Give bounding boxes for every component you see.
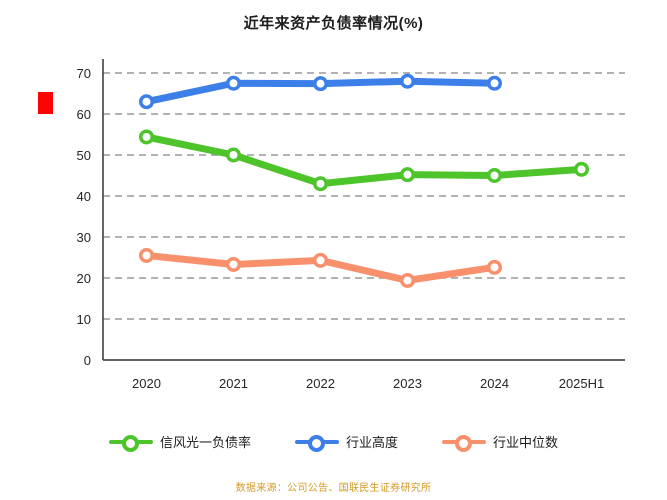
- gridlines: [103, 72, 625, 361]
- data-point-center: [229, 260, 238, 269]
- legend-dot-swatch: [121, 434, 139, 452]
- legend-marker-icon: [294, 434, 339, 452]
- x-tick-label: 2025H1: [559, 376, 605, 391]
- data-point-center: [403, 276, 412, 285]
- legend-dot-swatch: [307, 434, 325, 452]
- x-tick-label: 2023: [393, 376, 422, 391]
- y-tick-label: 0: [84, 353, 91, 368]
- y-tick-label: 40: [77, 189, 91, 204]
- chart-legend: 信风光一负债率 行业高度 行业中位数: [0, 432, 667, 452]
- data-point-center: [142, 251, 151, 260]
- legend-dot-swatch: [455, 434, 472, 452]
- legend-label: 信风光一负债率: [159, 435, 251, 450]
- y-tick-label: 70: [77, 66, 91, 81]
- data-point-center: [142, 132, 151, 141]
- data-point-center: [403, 170, 412, 179]
- series-line: [143, 133, 585, 188]
- data-point-center: [316, 256, 325, 265]
- x-tick-label: 2022: [306, 376, 335, 391]
- y-tick-label: 10: [77, 312, 91, 327]
- x-tick-label: 2024: [480, 376, 509, 391]
- legend-marker-icon: [442, 434, 486, 452]
- data-point-center: [229, 79, 238, 88]
- data-series-group: [139, 73, 589, 288]
- y-tick-label: 30: [77, 230, 91, 245]
- legend-item[interactable]: 行业中位数: [442, 432, 559, 452]
- data-point-center: [490, 263, 499, 272]
- x-tick-label: 2020: [132, 376, 161, 391]
- x-tick-label: 2021: [219, 376, 248, 391]
- data-point-center: [403, 77, 412, 86]
- data-point-center: [229, 151, 238, 159]
- x-axis-tick-labels: 2020 2021 2022 2023 2024 2025H1: [132, 376, 604, 391]
- legend-item[interactable]: 行业高度: [294, 432, 398, 452]
- y-tick-label: 20: [77, 271, 91, 286]
- data-point-center: [490, 79, 499, 88]
- y-tick-label: 60: [77, 107, 91, 122]
- data-point-center: [316, 179, 325, 188]
- chart-plot-area: 0 10 20 30 40 50 60 70 2020 2021 2022 2023 2024 2025…: [77, 59, 625, 391]
- legend-marker-icon: [108, 434, 153, 452]
- data-point-center: [490, 171, 499, 180]
- data-point-center: [142, 97, 151, 106]
- y-axis-tick-labels: 0 10 20 30 40 50 60 70: [77, 66, 91, 368]
- legend-item[interactable]: 信风光一负债率: [108, 432, 251, 452]
- legend-label: 行业中位数: [493, 435, 559, 450]
- data-point-center: [316, 79, 325, 88]
- red-marker-tag: [38, 92, 53, 114]
- axis-lines: [102, 59, 625, 361]
- data-point-center: [577, 165, 586, 174]
- source-caption: 数据来源：公司公告、国联民生证券研究所: [235, 483, 432, 494]
- legend-label: 行业高度: [345, 435, 398, 450]
- chart-title: 近年来资产负债率情况(%): [243, 15, 424, 32]
- y-tick-label: 50: [77, 148, 91, 163]
